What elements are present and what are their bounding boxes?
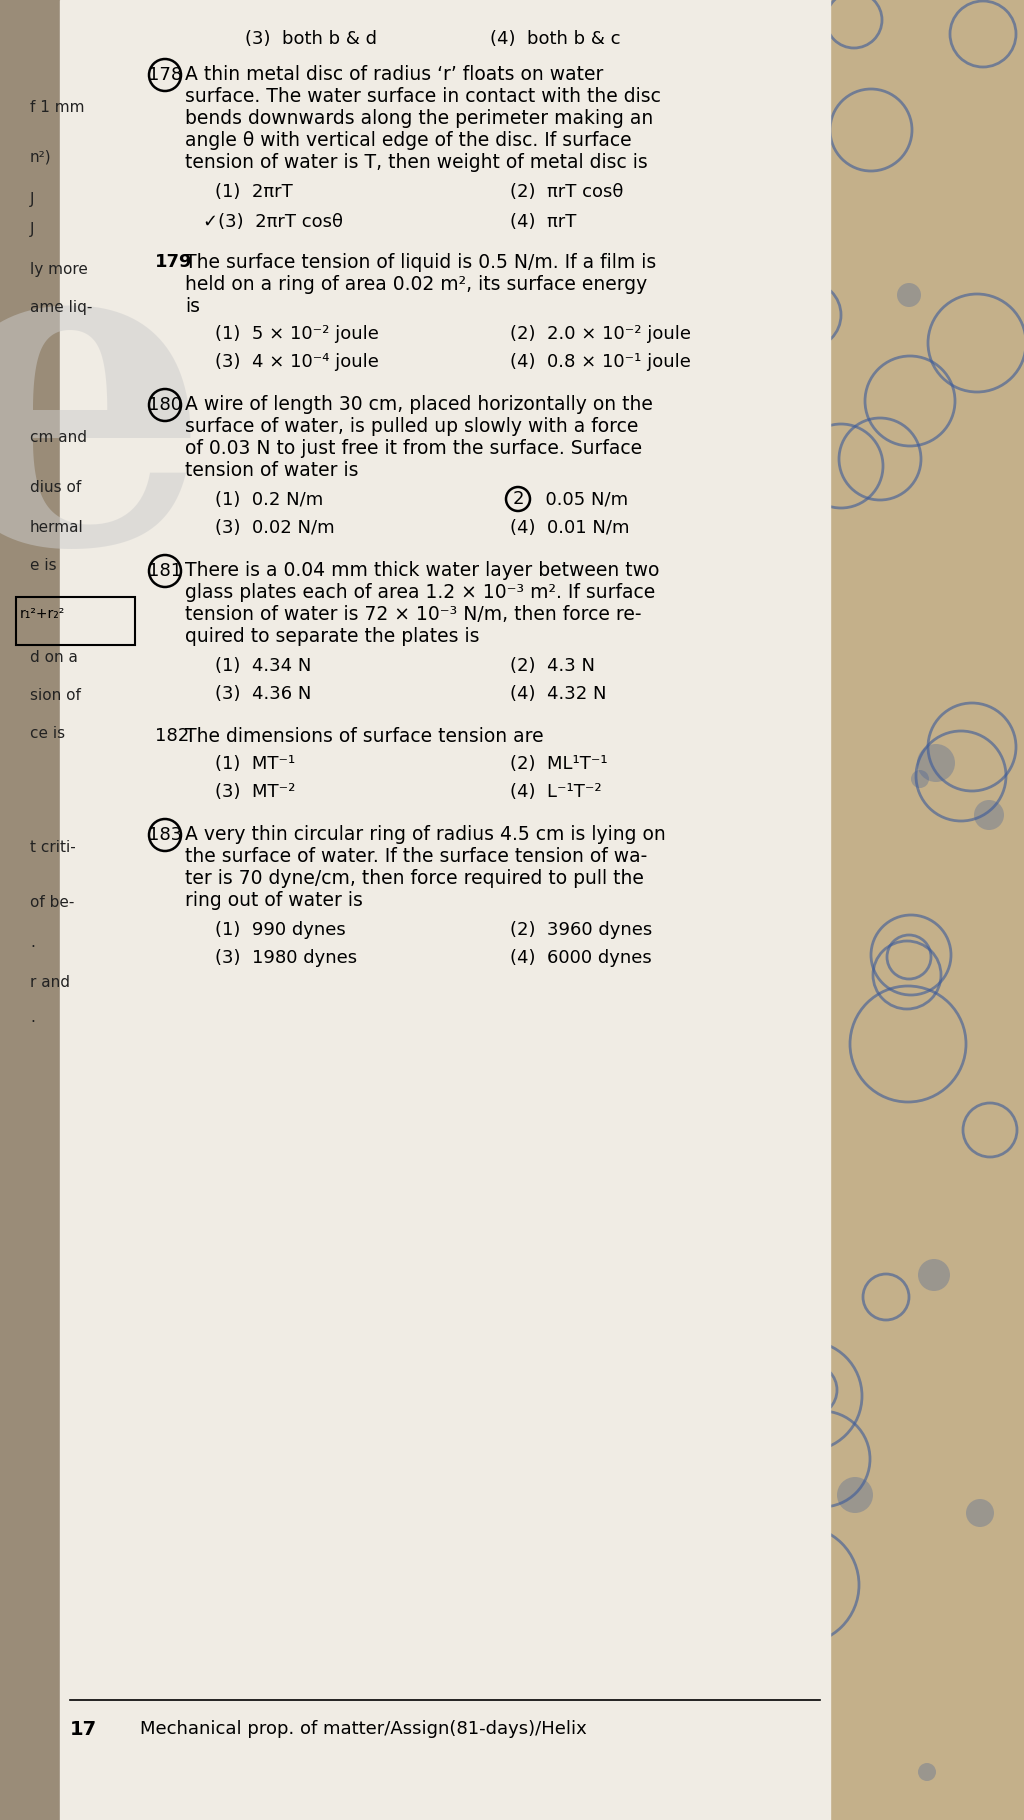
Text: ly more: ly more — [30, 262, 88, 277]
Text: The surface tension of liquid is 0.5 N/m. If a film is
held on a ring of area 0.: The surface tension of liquid is 0.5 N/m… — [185, 253, 656, 317]
Text: (2)  4.3 N: (2) 4.3 N — [510, 657, 595, 675]
Text: (1)  2πrT: (1) 2πrT — [215, 184, 293, 200]
Text: ✓(3)  2πrT cosθ: ✓(3) 2πrT cosθ — [203, 213, 343, 231]
Text: (2)  ML¹T⁻¹: (2) ML¹T⁻¹ — [510, 755, 607, 774]
Text: The dimensions of surface tension are: The dimensions of surface tension are — [185, 726, 544, 746]
Text: ame liq-: ame liq- — [30, 300, 92, 315]
Text: sion of: sion of — [30, 688, 81, 703]
Text: e is: e is — [30, 559, 56, 573]
Text: (1)  MT⁻¹: (1) MT⁻¹ — [215, 755, 295, 774]
Text: (4)  6000 dynes: (4) 6000 dynes — [510, 948, 651, 966]
Circle shape — [755, 774, 790, 808]
Text: 183: 183 — [147, 826, 182, 844]
Circle shape — [720, 1360, 736, 1374]
Text: (1)  5 × 10⁻² joule: (1) 5 × 10⁻² joule — [215, 326, 379, 342]
Text: J: J — [30, 222, 35, 237]
Text: A wire of length 30 cm, placed horizontally on the
surface of water, is pulled u: A wire of length 30 cm, placed horizonta… — [185, 395, 653, 480]
Circle shape — [966, 1500, 994, 1527]
Circle shape — [911, 770, 929, 788]
Text: (3)  MT⁻²: (3) MT⁻² — [215, 783, 295, 801]
Text: 181: 181 — [147, 562, 182, 581]
Text: d on a: d on a — [30, 650, 78, 664]
Circle shape — [752, 1172, 768, 1188]
Text: .: . — [30, 935, 35, 950]
Text: (1)  4.34 N: (1) 4.34 N — [215, 657, 311, 675]
Text: A very thin circular ring of radius 4.5 cm is lying on
the surface of water. If : A very thin circular ring of radius 4.5 … — [185, 824, 666, 910]
Text: (4)  both b & c: (4) both b & c — [490, 29, 621, 47]
Circle shape — [738, 1057, 766, 1085]
Circle shape — [837, 1478, 873, 1512]
Circle shape — [918, 1259, 950, 1290]
Text: Mechanical prop. of matter/Assign(81-days)/Helix: Mechanical prop. of matter/Assign(81-day… — [140, 1720, 587, 1738]
Text: .: . — [30, 1010, 35, 1025]
Text: (3)  4.36 N: (3) 4.36 N — [215, 684, 311, 703]
Text: (3)  0.02 N/m: (3) 0.02 N/m — [215, 519, 335, 537]
Text: 178: 178 — [147, 66, 182, 84]
Text: (4)  0.8 × 10⁻¹ joule: (4) 0.8 × 10⁻¹ joule — [510, 353, 691, 371]
Text: (3)  1980 dynes: (3) 1980 dynes — [215, 948, 357, 966]
Text: 2: 2 — [512, 490, 523, 508]
Text: (4)  0.01 N/m: (4) 0.01 N/m — [510, 519, 630, 537]
Text: f 1 mm: f 1 mm — [30, 100, 85, 115]
Circle shape — [746, 1037, 774, 1065]
Text: There is a 0.04 mm thick water layer between two
glass plates each of area 1.2 ×: There is a 0.04 mm thick water layer bet… — [185, 561, 659, 646]
Circle shape — [769, 1738, 793, 1764]
Text: 179: 179 — [155, 253, 193, 271]
Text: (2)  3960 dynes: (2) 3960 dynes — [510, 921, 652, 939]
Text: e: e — [0, 206, 211, 635]
Text: hermal: hermal — [30, 521, 84, 535]
Text: (4)  4.32 N: (4) 4.32 N — [510, 684, 606, 703]
Text: r₁²+r₂²: r₁²+r₂² — [20, 608, 66, 621]
Text: J: J — [30, 191, 35, 207]
Text: (3)  4 × 10⁻⁴ joule: (3) 4 × 10⁻⁴ joule — [215, 353, 379, 371]
Text: (3)  both b & d: (3) both b & d — [245, 29, 377, 47]
Text: 180: 180 — [148, 397, 182, 413]
Text: A thin metal disc of radius ‘r’ floats on water
surface. The water surface in co: A thin metal disc of radius ‘r’ floats o… — [185, 66, 660, 173]
Text: 17: 17 — [70, 1720, 97, 1738]
Text: 0.05 N/m: 0.05 N/m — [534, 491, 628, 510]
Text: (4)  πrT: (4) πrT — [510, 213, 577, 231]
Text: cm and: cm and — [30, 430, 87, 446]
Text: r and: r and — [30, 976, 70, 990]
Polygon shape — [60, 0, 830, 1820]
Text: (1)  990 dynes: (1) 990 dynes — [215, 921, 346, 939]
Text: (2)  2.0 × 10⁻² joule: (2) 2.0 × 10⁻² joule — [510, 326, 691, 342]
Text: 182: 182 — [155, 726, 189, 744]
Circle shape — [790, 380, 810, 400]
Text: ce is: ce is — [30, 726, 66, 741]
Circle shape — [897, 282, 921, 308]
Circle shape — [918, 1764, 936, 1782]
Circle shape — [918, 744, 955, 783]
Text: of be-: of be- — [30, 895, 75, 910]
Text: (2)  πrT cosθ: (2) πrT cosθ — [510, 184, 624, 200]
Text: t criti-: t criti- — [30, 841, 76, 855]
Polygon shape — [680, 0, 1024, 1820]
Circle shape — [974, 801, 1004, 830]
Text: n²): n²) — [30, 149, 51, 166]
Text: (4)  L⁻¹T⁻²: (4) L⁻¹T⁻² — [510, 783, 602, 801]
Text: (1)  0.2 N/m: (1) 0.2 N/m — [215, 491, 324, 510]
Text: dius of: dius of — [30, 480, 81, 495]
